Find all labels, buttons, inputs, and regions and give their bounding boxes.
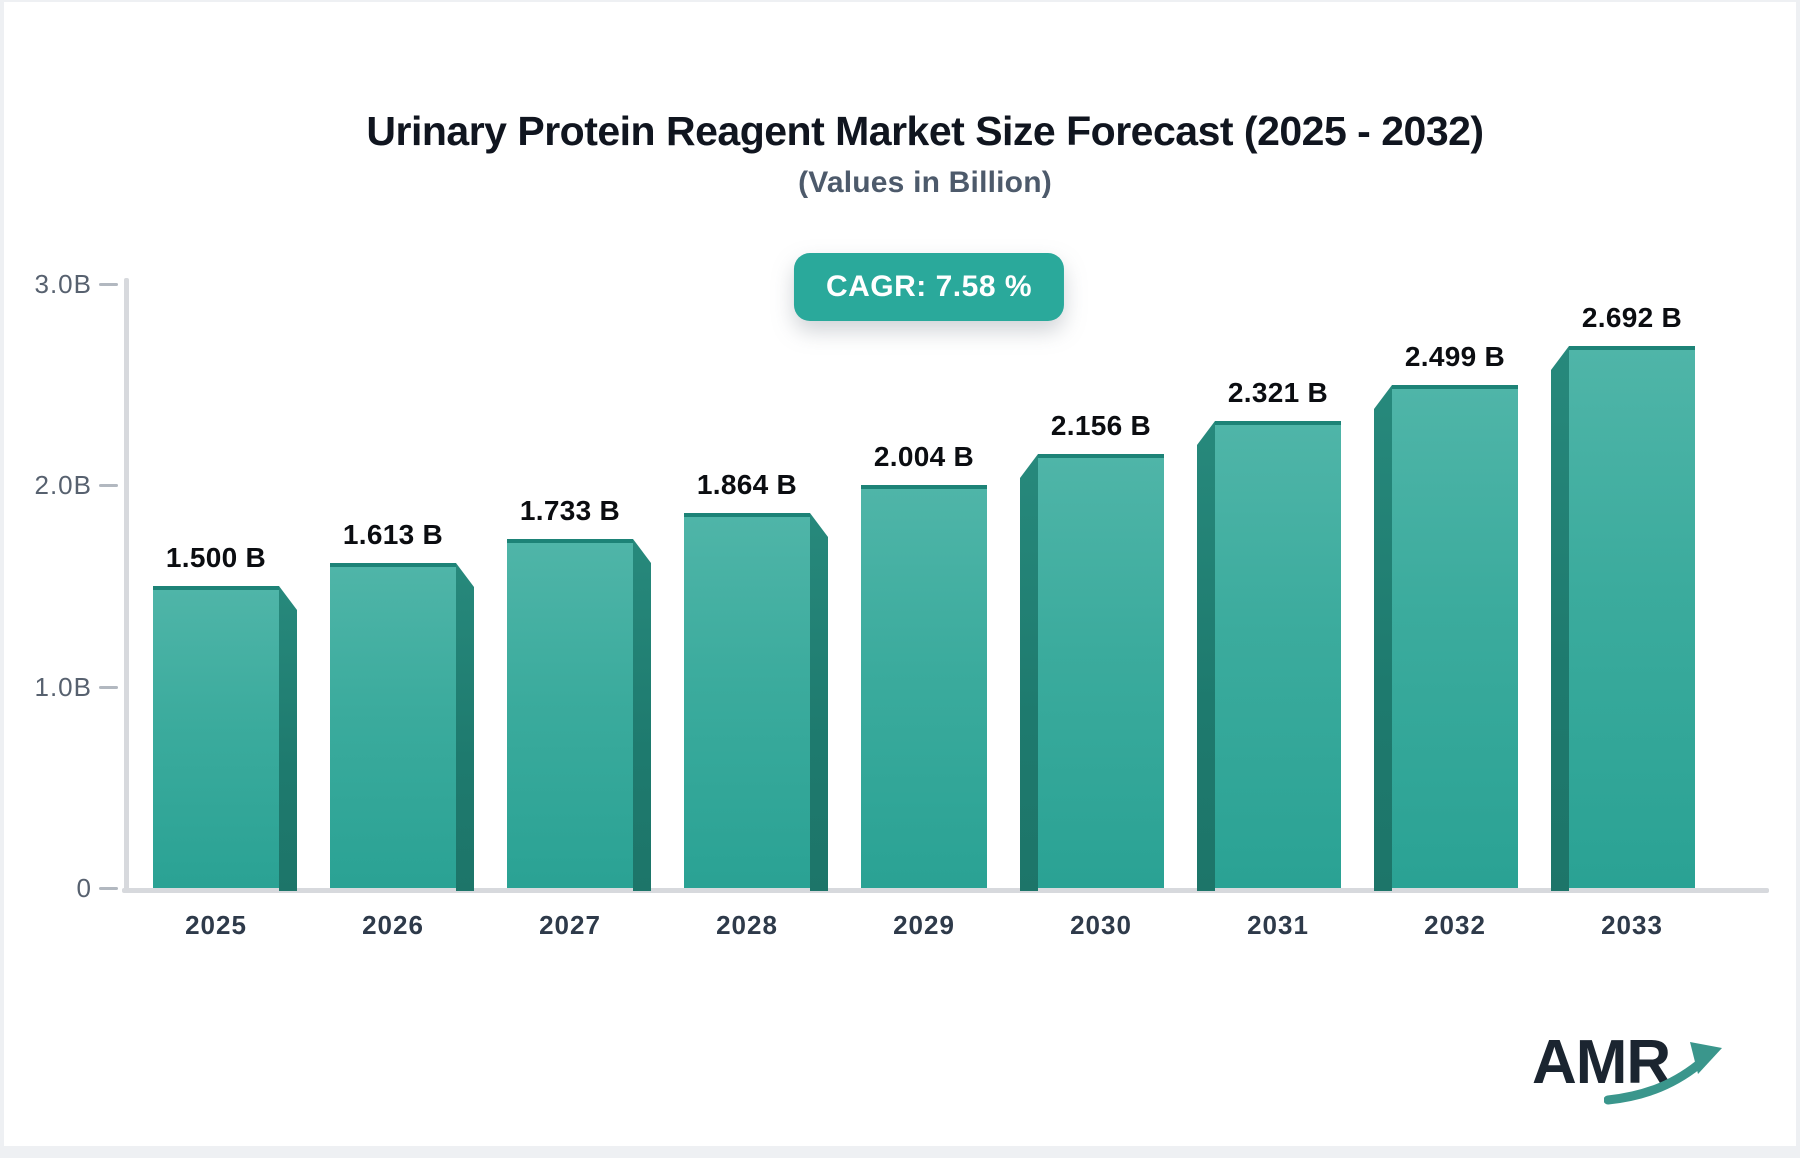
x-axis-label: 2030 <box>1070 910 1132 940</box>
bar-side-face <box>633 539 651 891</box>
x-axis-label: 2025 <box>185 910 247 940</box>
bar-value-label: 2.499 B <box>1404 341 1506 372</box>
amr-logo: AMR <box>1532 1032 1722 1112</box>
y-tick <box>99 283 118 286</box>
plot-area: 3.0B 2.0B 1.0B 0 1.500 B 2025 1.613 B 2026 1.733… <box>4 2 1800 1158</box>
bar-face <box>1038 454 1164 888</box>
chart-card: Urinary Protein Reagent Market Size Fore… <box>4 2 1796 1146</box>
x-axis-label: 2026 <box>362 910 424 940</box>
chart-title: Urinary Protein Reagent Market Size Fore… <box>366 108 1484 154</box>
bar-value-label: 1.864 B <box>696 469 798 500</box>
bar-face <box>684 513 810 888</box>
y-tick-label: 1.0B <box>34 671 92 702</box>
bar-side-face <box>810 513 828 891</box>
cagr-badge: CAGR: 7.58 % <box>793 253 1065 321</box>
amr-logo-text: AMR <box>1532 1028 1671 1097</box>
bar-value-label: 1.733 B <box>519 495 621 526</box>
bar-face <box>1215 421 1341 888</box>
bar-face <box>861 485 987 888</box>
chart-subtitle: (Values in Billion) <box>798 166 1052 199</box>
bar-value-label: 2.692 B <box>1581 302 1683 333</box>
bar-side-face <box>456 563 474 891</box>
bar-value-label: 1.500 B <box>165 542 267 573</box>
x-axis-label: 2033 <box>1601 910 1663 940</box>
y-tick-label: 3.0B <box>34 269 92 299</box>
x-axis-line <box>122 888 1769 893</box>
x-axis-label: 2028 <box>716 910 778 940</box>
growth-arrow-icon <box>1604 1042 1722 1105</box>
bar-face <box>153 586 279 888</box>
y-axis-line <box>124 278 129 893</box>
bar-side-face <box>1020 454 1038 891</box>
x-axis-label: 2032 <box>1424 910 1486 940</box>
bar-face <box>1392 385 1518 888</box>
y-tick <box>99 685 118 689</box>
y-tick-label: 0 <box>76 873 92 903</box>
bar-value-label: 2.156 B <box>1050 410 1152 441</box>
y-tick-label: 2.0B <box>34 470 92 501</box>
bar-side-face <box>1197 421 1215 891</box>
bar-value-label: 1.613 B <box>342 519 444 550</box>
bar-side-face <box>279 586 297 891</box>
x-axis-label: 2027 <box>539 910 601 940</box>
y-tick <box>99 484 118 488</box>
y-tick <box>99 887 118 890</box>
bar-face <box>1569 346 1695 888</box>
bar-value-label: 2.004 B <box>873 441 975 472</box>
bar-face <box>507 539 633 888</box>
x-axis-label: 2029 <box>893 910 955 940</box>
bar-side-face <box>1374 385 1392 891</box>
bar-side-face <box>1551 346 1569 891</box>
bar-value-label: 2.321 B <box>1227 377 1329 408</box>
bar-face <box>330 563 456 888</box>
x-axis-label: 2031 <box>1247 910 1309 940</box>
